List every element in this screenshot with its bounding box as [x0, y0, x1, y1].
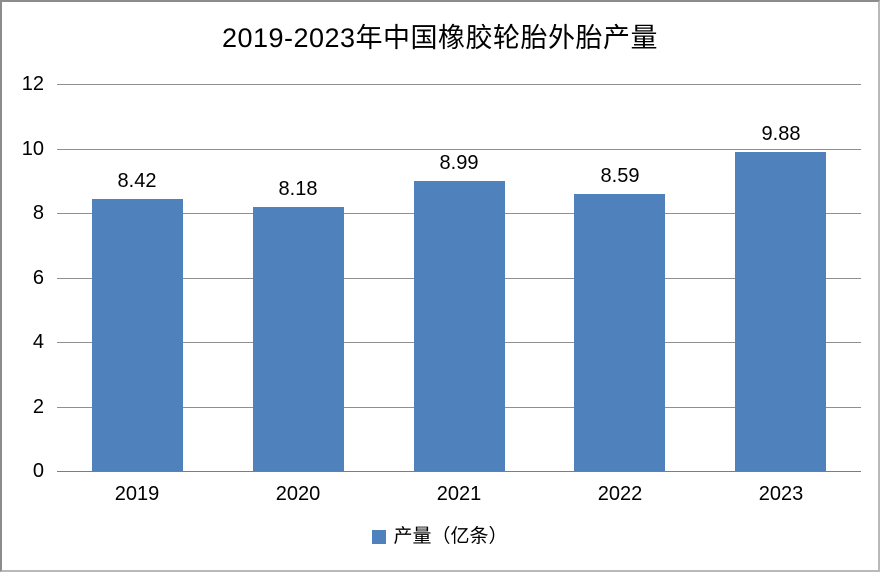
bar-2019: [92, 199, 183, 471]
y-axis-tick-label: 6: [32, 267, 44, 289]
x-axis-category-label: 2021: [436, 483, 482, 505]
bar-2020: [253, 207, 344, 471]
legend: 产量（亿条）: [2, 526, 878, 548]
bar-value-label-2021: 8.99: [439, 152, 479, 174]
y-axis-tick-label: 4: [32, 331, 44, 353]
y-axis-tick-label: 2: [32, 396, 44, 418]
legend-label: 产量（亿条）: [393, 526, 508, 547]
legend-swatch-icon: [372, 530, 387, 544]
x-axis-line: [57, 471, 861, 472]
bar-2023: [735, 152, 826, 471]
bar-2022: [574, 194, 665, 471]
x-axis-category-label: 2022: [597, 483, 643, 505]
x-axis-category-label: 2023: [758, 483, 804, 505]
y-axis-tick-label: 0: [32, 460, 44, 482]
x-axis-category-label: 2019: [114, 483, 160, 505]
bar-value-label-2022: 8.59: [600, 165, 640, 187]
plot-area: [57, 84, 861, 472]
gridline-y-10: [57, 149, 861, 150]
y-axis-tick-label: 8: [32, 202, 44, 224]
chart-title: 2019-2023年中国橡胶轮胎外胎产量: [221, 23, 659, 53]
y-axis-tick-label: 12: [21, 73, 44, 95]
y-axis-tick-label: 10: [21, 138, 44, 160]
x-axis-category-label: 2020: [275, 483, 321, 505]
gridline-y-12: [57, 84, 861, 85]
bar-value-label-2023: 9.88: [761, 123, 801, 145]
bar-2021: [414, 181, 505, 471]
bar-value-label-2020: 8.18: [278, 178, 318, 200]
bar-value-label-2019: 8.42: [117, 170, 157, 192]
